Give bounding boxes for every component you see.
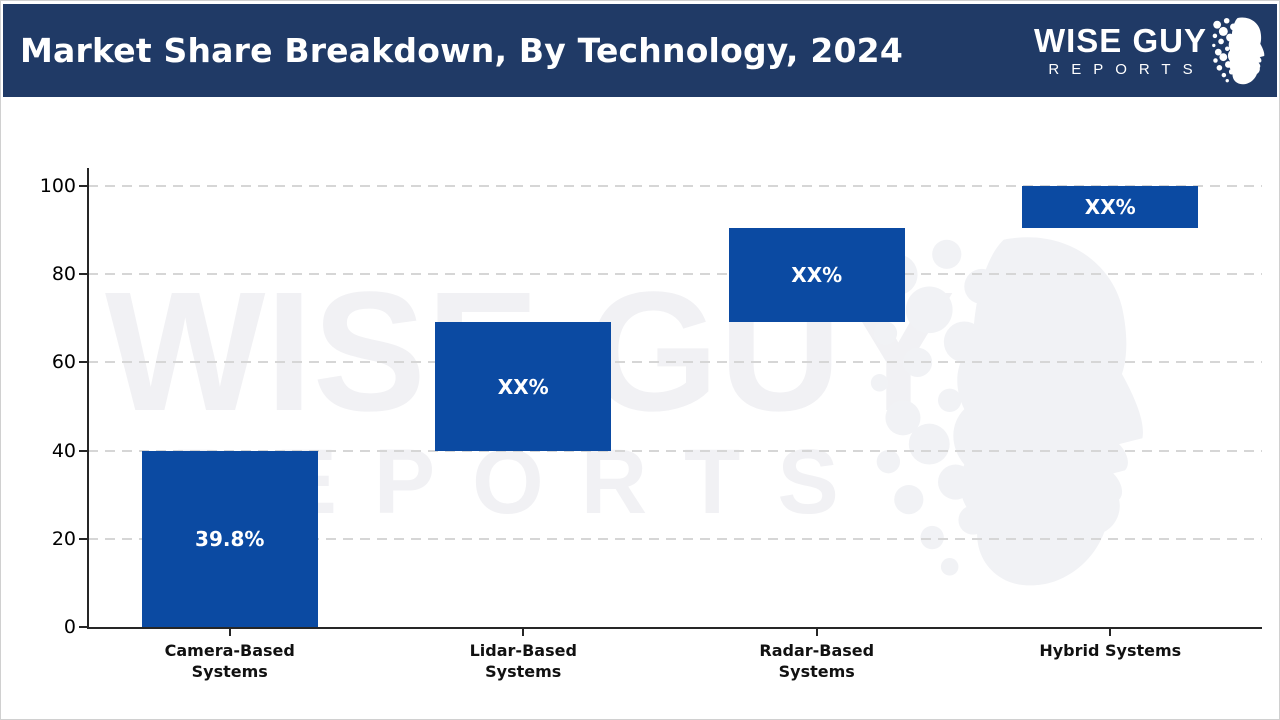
y-tick-mark (79, 185, 88, 187)
gridline-60 (88, 361, 1262, 364)
x-tick-mark (1109, 629, 1112, 636)
gridline-20 (88, 537, 1262, 540)
x-category-label: Hybrid Systems (1039, 641, 1182, 660)
x-category-label: Lidar-Based Systems (469, 641, 577, 681)
x-category-label: Radar-Based Systems (759, 641, 875, 681)
y-tick-label-40: 40 (51, 439, 76, 462)
bar-segment: XX% (728, 228, 905, 322)
y-axis-line (86, 168, 89, 629)
logo-wordmark: WISE GUY (1033, 21, 1207, 59)
bar-segment: 39.8% (141, 451, 318, 627)
x-category-label: Camera-Based Systems (164, 641, 295, 681)
bar-value-label: XX% (791, 263, 843, 288)
header-banner: Market Share Breakdown, By Technology, 2… (3, 4, 1277, 97)
y-tick-label-0: 0 (63, 616, 76, 638)
y-tick-label-80: 80 (51, 263, 76, 286)
bar-value-label: 39.8% (195, 527, 265, 552)
y-tick-mark (79, 449, 88, 452)
y-tick-label-20: 20 (51, 527, 76, 550)
y-tick-mark (79, 361, 88, 364)
logo-text: WISE GUY REPORTS (1033, 21, 1207, 78)
x-axis-line (86, 626, 1262, 629)
y-tick-label-100: 100 (39, 175, 76, 197)
gridline-80 (88, 273, 1262, 276)
y-tick-mark (79, 626, 88, 628)
y-tick-label-60: 60 (51, 351, 76, 374)
bar-segment: XX% (1022, 186, 1199, 229)
watermark-head-icon (870, 237, 1143, 586)
chart-title: Market Share Breakdown, By Technology, 2… (20, 31, 903, 70)
logo-head-icon (1212, 16, 1265, 84)
wise-guy-reports-logo: WISE GUY REPORTS (1034, 4, 1267, 97)
x-tick-mark (228, 629, 231, 636)
bar-segment: XX% (435, 321, 612, 452)
x-tick-mark (522, 629, 525, 636)
bar-value-label: XX% (1084, 195, 1136, 220)
gridline-100 (88, 185, 1262, 187)
bar-value-label: XX% (497, 374, 549, 399)
logo-subtitle: REPORTS (1048, 60, 1205, 78)
y-tick-mark (79, 537, 88, 540)
y-tick-mark (79, 273, 88, 276)
x-tick-mark (815, 629, 818, 636)
gridline-40 (88, 449, 1262, 452)
